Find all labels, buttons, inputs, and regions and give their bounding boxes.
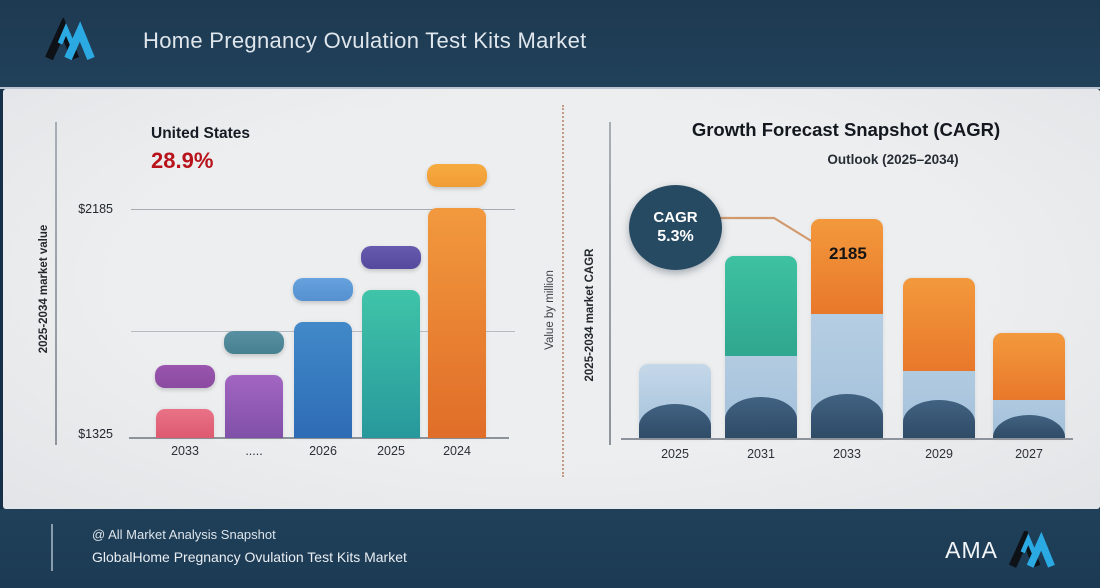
right-bar-top-segment-2029 <box>903 278 975 371</box>
right-bar-2033 <box>811 219 883 439</box>
left-y-axis-line <box>55 122 57 445</box>
right-y-axis-title: 2025-2034 market CAGR <box>584 248 596 382</box>
footer-divider <box>51 524 53 571</box>
right-y-axis-line <box>609 122 611 445</box>
left-x-label-2026: 2026 <box>309 444 337 458</box>
page-title: Home Pregnancy Ovulation Test Kits Marke… <box>143 28 587 53</box>
right-bar-base-segment-2033 <box>811 394 883 439</box>
right-chart-subtitle: Outlook (2025–2034) <box>827 152 959 167</box>
right-bar-2027 <box>993 333 1065 439</box>
left-gridline-top <box>131 209 515 210</box>
right-x-label-2033: 2033 <box>833 447 861 461</box>
right-bar-top-segment-2031 <box>725 256 797 356</box>
cagr-badge-label: CAGR <box>653 209 698 226</box>
cagr-badge: CAGR 5.3% <box>629 185 722 270</box>
right-bar-base-segment-2027 <box>993 415 1065 439</box>
left-x-label-2025: 2025 <box>377 444 405 458</box>
country-label: United States <box>151 125 251 142</box>
left-x-label-2033: 2033 <box>171 444 199 458</box>
footer-brand-text: AMA <box>945 536 998 563</box>
right-x-label-2029: 2029 <box>925 447 953 461</box>
right-bar-top-segment-2027 <box>993 333 1065 400</box>
right-x-label-2027: 2027 <box>1015 447 1043 461</box>
infographic-panel: 2025-2034 market value United States 28.… <box>3 89 1100 509</box>
left-ytick-2185: $2185 <box>78 202 113 216</box>
footer-brand: AMA <box>945 531 1056 569</box>
left-bar-2026 <box>294 322 352 438</box>
left-bar-cap-..... <box>224 331 284 354</box>
right-x-label-2025: 2025 <box>661 447 689 461</box>
left-bar-cap-2025 <box>361 246 421 269</box>
right-chart-title: Growth Forecast Snapshot (CAGR) <box>691 119 1001 140</box>
left-bar-cap-2024 <box>427 164 487 187</box>
footer-ama-logo-icon <box>1008 531 1055 568</box>
left-y-axis-title: 2025-2034 market value <box>38 224 50 354</box>
left-bar-..... <box>225 375 283 438</box>
right-x-label-2031: 2031 <box>747 447 775 461</box>
right-bar-base-segment-2025 <box>639 404 711 439</box>
footer-bar: @ All Market Analysis Snapshot GlobalHom… <box>0 509 1100 588</box>
right-bar-2031 <box>725 256 797 439</box>
left-bar-2033 <box>156 409 214 438</box>
footer-snapshot-text: @ All Market Analysis Snapshot <box>92 527 276 542</box>
cagr-badge-value: 5.3% <box>657 228 694 245</box>
right-bar-2025 <box>639 364 711 439</box>
right-bar-top-segment-2033 <box>811 219 883 314</box>
left-bar-2025 <box>362 290 420 438</box>
country-share-value: 28.9% <box>151 148 214 173</box>
header-bar: Home Pregnancy Ovulation Test Kits Marke… <box>0 0 1100 89</box>
right-bar-2029 <box>903 278 975 439</box>
left-ytick-1325: $1325 <box>78 427 113 441</box>
section-divider <box>562 105 564 477</box>
left-right-axis-title: Value by million <box>544 270 556 350</box>
left-x-label-2024: 2024 <box>443 444 471 458</box>
left-chart-heading: United States 28.9% <box>151 125 250 174</box>
ama-logo-icon <box>45 18 95 61</box>
bar-value-annotation: 2185 <box>829 244 867 263</box>
left-x-axis-line <box>129 437 509 439</box>
footer-market-text: GlobalHome Pregnancy Ovulation Test Kits… <box>92 549 407 565</box>
left-bar-2024 <box>428 208 486 438</box>
left-bar-cap-2033 <box>155 365 215 388</box>
right-bar-base-segment-2031 <box>725 397 797 439</box>
right-bar-base-segment-2029 <box>903 400 975 439</box>
left-bar-cap-2026 <box>293 278 353 301</box>
right-x-axis-line <box>621 438 1073 440</box>
left-x-label-.....: ..... <box>245 444 263 458</box>
